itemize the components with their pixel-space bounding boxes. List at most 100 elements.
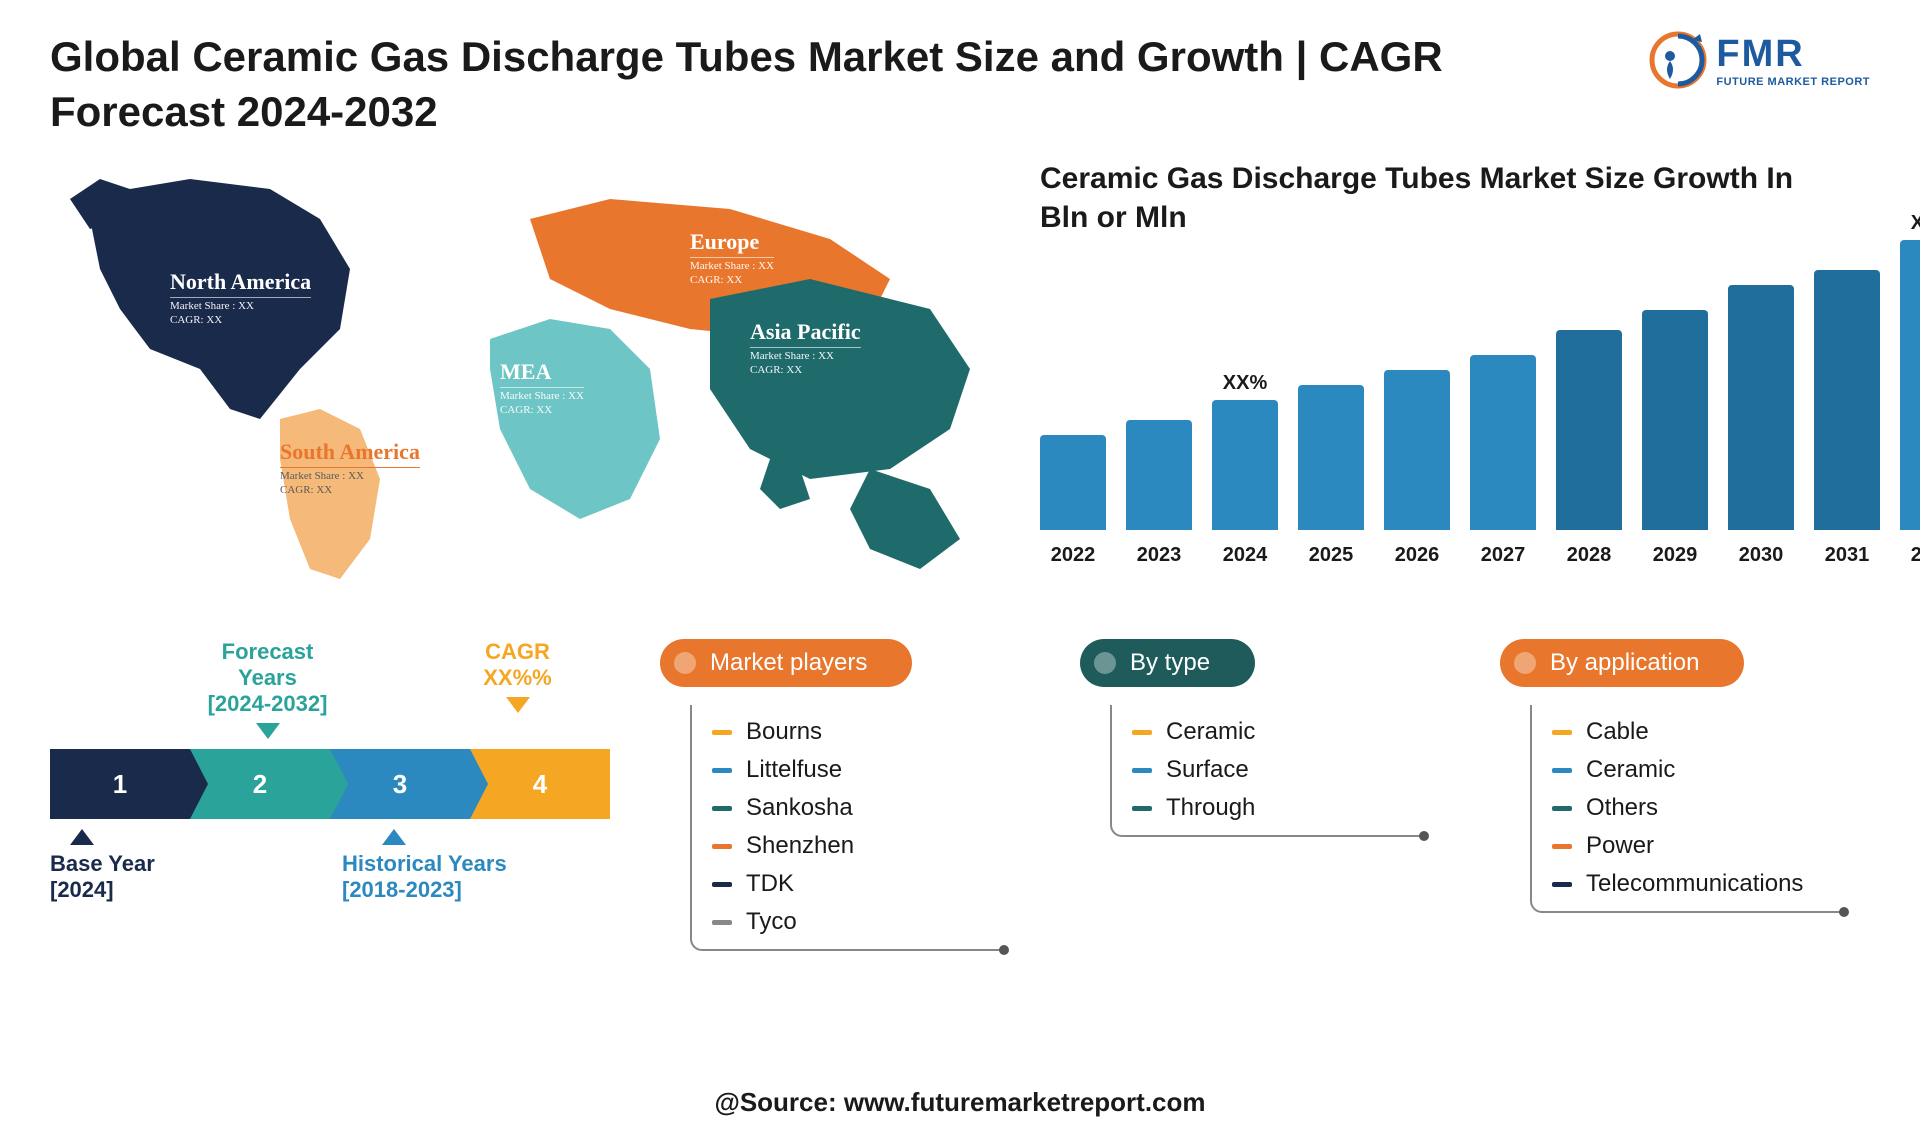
item-label: Others — [1586, 794, 1658, 822]
item-label: Surface — [1166, 756, 1249, 784]
region-label-mea: MEA Market Share : XX CAGR: XX — [500, 359, 584, 416]
list-item: Shenzhen — [712, 827, 1005, 865]
by-application-header: By application — [1500, 639, 1744, 687]
by-type-col: By type Ceramic Surface Through — [1080, 639, 1450, 837]
bar-year-label: 2026 — [1395, 544, 1440, 567]
bar-year-label: 2030 — [1739, 544, 1784, 567]
bar — [1556, 330, 1622, 530]
item-dash-icon — [712, 844, 732, 849]
item-label: Through — [1166, 794, 1255, 822]
list-item: Sankosha — [712, 789, 1005, 827]
bar-col: 2023 — [1126, 420, 1192, 567]
item-label: Bourns — [746, 718, 822, 746]
bar-year-label: 2032 — [1911, 544, 1920, 567]
globe-icon — [1648, 30, 1708, 90]
item-dash-icon — [1132, 806, 1152, 811]
bar-col: 2031 — [1814, 270, 1880, 567]
bar-col: 2027 — [1470, 355, 1536, 567]
bar-annotation: XX% — [1223, 372, 1267, 395]
by-application-col: By application Cable Ceramic Others Power Te… — [1500, 639, 1870, 913]
item-label: Ceramic — [1586, 756, 1675, 784]
list-item: Littelfuse — [712, 751, 1005, 789]
by-type-header: By type — [1080, 639, 1255, 687]
source-text: @Source: www.futuremarketreport.com — [714, 1087, 1205, 1118]
item-dash-icon — [1552, 730, 1572, 735]
bar — [1642, 310, 1708, 530]
list-item: Ceramic — [1132, 713, 1425, 751]
timeline-segment: 4 — [470, 749, 610, 819]
list-item: Power — [1552, 827, 1845, 865]
item-dash-icon — [1552, 844, 1572, 849]
bar — [1384, 370, 1450, 530]
bar-year-label: 2025 — [1309, 544, 1354, 567]
item-label: Littelfuse — [746, 756, 842, 784]
item-dash-icon — [1552, 768, 1572, 773]
forecast-label: Forecast Years [2024-2032] — [205, 639, 330, 739]
bar-year-label: 2022 — [1051, 544, 1096, 567]
bar-col: 2029 — [1642, 310, 1708, 567]
bar — [1126, 420, 1192, 530]
item-label: Shenzhen — [746, 832, 854, 860]
bar-chart-section: Ceramic Gas Discharge Tubes Market Size … — [1040, 159, 1920, 579]
bar — [1470, 355, 1536, 530]
list-item: Tyco — [712, 903, 1005, 941]
item-dash-icon — [1132, 768, 1152, 773]
list-item: Telecommunications — [1552, 865, 1845, 903]
map-mea — [490, 319, 660, 519]
header: Global Ceramic Gas Discharge Tubes Marke… — [50, 30, 1870, 139]
item-dash-icon — [1132, 730, 1152, 735]
logo-sub-text: FUTURE MARKET REPORT — [1716, 76, 1870, 88]
timeline-segment: 2 — [190, 749, 330, 819]
bar — [1814, 270, 1880, 530]
timeline-bar: 1234 — [50, 749, 610, 819]
timeline-segment: 3 — [330, 749, 470, 819]
market-players-header: Market players — [660, 639, 912, 687]
item-dash-icon — [712, 920, 732, 925]
timeline: Forecast Years [2024-2032] CAGR XX%% 123… — [50, 639, 610, 979]
bar-annotation: XX% — [1911, 212, 1920, 235]
base-year-label: Base Year [2024] — [50, 829, 302, 903]
bar — [1298, 385, 1364, 530]
bar: XX% — [1900, 240, 1920, 530]
bar-year-label: 2024 — [1223, 544, 1268, 567]
by-application-list: Cable Ceramic Others Power Telecommunication… — [1530, 705, 1845, 913]
item-label: Tyco — [746, 908, 797, 936]
region-label-sa: South America Market Share : XX CAGR: XX — [280, 439, 420, 496]
list-item: Through — [1132, 789, 1425, 827]
list-item: Bourns — [712, 713, 1005, 751]
list-item: Ceramic — [1552, 751, 1845, 789]
bar-col: XX% 2032 — [1900, 240, 1920, 567]
bar — [1728, 285, 1794, 530]
item-dash-icon — [1552, 806, 1572, 811]
bar-col: XX%2024 — [1212, 400, 1278, 567]
map-asia-pacific — [710, 279, 970, 479]
list-item: Others — [1552, 789, 1845, 827]
list-item: Surface — [1132, 751, 1425, 789]
item-dash-icon — [712, 882, 732, 887]
item-dash-icon — [712, 768, 732, 773]
item-label: Telecommunications — [1586, 870, 1803, 898]
item-dash-icon — [712, 806, 732, 811]
logo: FMR FUTURE MARKET REPORT — [1648, 30, 1870, 90]
market-players-list: Bourns Littelfuse Sankosha Shenzhen TDK Tyco — [690, 705, 1005, 951]
bar-col: 2025 — [1298, 385, 1364, 567]
region-label-ap: Asia Pacific Market Share : XX CAGR: XX — [750, 319, 861, 376]
bar-year-label: 2027 — [1481, 544, 1526, 567]
logo-main-text: FMR — [1716, 33, 1870, 76]
bar-chart: 20222023XX%20242025202620272028202920302… — [1040, 257, 1920, 567]
timeline-segment: 1 — [50, 749, 190, 819]
item-dash-icon — [712, 730, 732, 735]
region-label-na: North America Market Share : XX CAGR: XX — [170, 269, 311, 326]
page-title: Global Ceramic Gas Discharge Tubes Marke… — [50, 30, 1450, 139]
bar — [1040, 435, 1106, 530]
world-map: North America Market Share : XX CAGR: XX… — [50, 159, 1000, 579]
bar-col: 2022 — [1040, 435, 1106, 567]
bar-col: 2028 — [1556, 330, 1622, 567]
historical-label: Historical Years [2018-2023] — [302, 829, 610, 903]
list-item: Cable — [1552, 713, 1845, 751]
bar-year-label: 2023 — [1137, 544, 1182, 567]
bar-year-label: 2028 — [1567, 544, 1612, 567]
item-label: TDK — [746, 870, 794, 898]
item-label: Power — [1586, 832, 1654, 860]
item-label: Cable — [1586, 718, 1649, 746]
